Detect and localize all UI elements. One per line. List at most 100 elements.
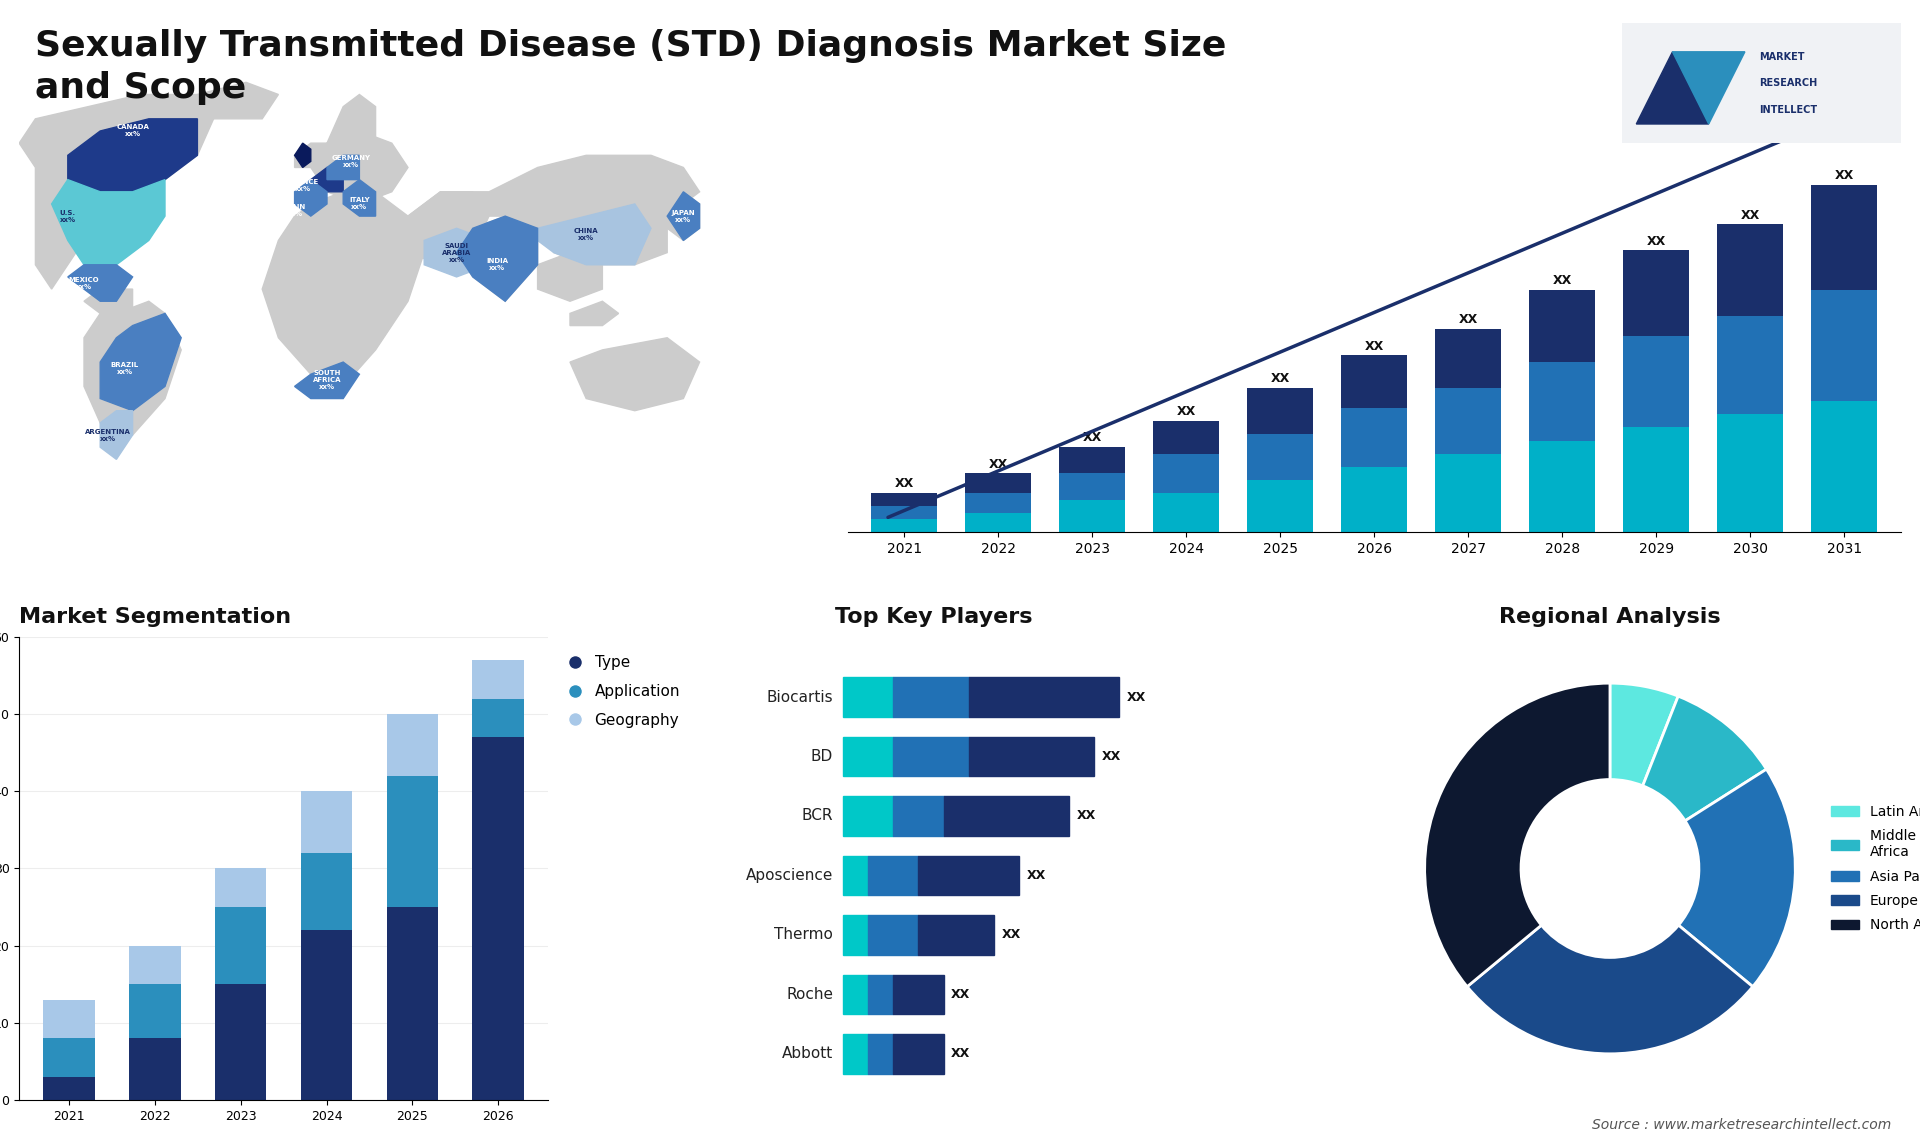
- Bar: [1718, 225, 1784, 316]
- Text: SPAIN
xx%: SPAIN xx%: [282, 204, 305, 217]
- Text: XX: XX: [1836, 170, 1855, 182]
- Bar: [966, 473, 1031, 493]
- Polygon shape: [1636, 52, 1709, 124]
- Polygon shape: [424, 228, 490, 277]
- Text: U.K.
xx%: U.K. xx%: [278, 136, 296, 150]
- Text: XX: XX: [950, 1047, 970, 1060]
- Bar: [1154, 493, 1219, 533]
- Text: XX: XX: [1647, 235, 1667, 248]
- Polygon shape: [538, 204, 651, 265]
- Bar: [1342, 355, 1407, 408]
- Bar: [1811, 290, 1878, 401]
- Polygon shape: [666, 191, 699, 241]
- Text: Thermo: Thermo: [774, 927, 833, 942]
- Polygon shape: [294, 143, 326, 167]
- FancyBboxPatch shape: [843, 677, 893, 716]
- Wedge shape: [1678, 769, 1795, 987]
- Polygon shape: [457, 217, 538, 301]
- Bar: [386, 714, 438, 776]
- Text: Abbott: Abbott: [781, 1046, 833, 1061]
- Polygon shape: [263, 191, 424, 386]
- FancyBboxPatch shape: [843, 737, 893, 776]
- Polygon shape: [344, 180, 376, 217]
- FancyBboxPatch shape: [1622, 23, 1901, 143]
- Bar: [1624, 251, 1690, 336]
- Bar: [1530, 362, 1596, 440]
- Polygon shape: [19, 94, 213, 289]
- Text: XX: XX: [950, 988, 970, 1000]
- FancyBboxPatch shape: [868, 1034, 893, 1074]
- Text: XX: XX: [1271, 372, 1290, 385]
- Bar: [966, 512, 1031, 533]
- Text: CHINA
xx%: CHINA xx%: [574, 228, 599, 241]
- Wedge shape: [1467, 925, 1753, 1054]
- Polygon shape: [52, 180, 165, 265]
- Polygon shape: [1672, 52, 1745, 124]
- FancyBboxPatch shape: [943, 796, 1069, 835]
- Polygon shape: [326, 94, 376, 156]
- Text: SOUTH
AFRICA
xx%: SOUTH AFRICA xx%: [313, 370, 342, 391]
- Wedge shape: [1611, 683, 1678, 786]
- Bar: [44, 999, 94, 1038]
- Text: XX: XX: [1177, 406, 1196, 418]
- Text: Biocartis: Biocartis: [766, 690, 833, 705]
- Text: GERMANY
xx%: GERMANY xx%: [332, 155, 371, 167]
- Polygon shape: [294, 362, 359, 399]
- Bar: [872, 507, 937, 519]
- Text: XX: XX: [1365, 339, 1384, 353]
- Text: CANADA
xx%: CANADA xx%: [117, 125, 150, 138]
- FancyBboxPatch shape: [970, 677, 1119, 716]
- FancyBboxPatch shape: [843, 1034, 868, 1074]
- Bar: [1154, 421, 1219, 454]
- Text: MARKET: MARKET: [1759, 52, 1805, 62]
- Text: XX: XX: [1102, 749, 1121, 763]
- Bar: [129, 945, 180, 984]
- Title: Regional Analysis: Regional Analysis: [1500, 607, 1720, 627]
- Text: XX: XX: [1741, 209, 1761, 221]
- FancyBboxPatch shape: [843, 796, 893, 835]
- Bar: [1342, 466, 1407, 533]
- Text: ITALY
xx%: ITALY xx%: [349, 197, 371, 211]
- Bar: [301, 853, 351, 931]
- Bar: [215, 908, 267, 984]
- Bar: [872, 493, 937, 507]
- Bar: [1154, 454, 1219, 493]
- Polygon shape: [67, 119, 198, 191]
- FancyBboxPatch shape: [868, 916, 918, 955]
- FancyBboxPatch shape: [893, 737, 970, 776]
- Text: XX: XX: [1553, 274, 1572, 288]
- FancyBboxPatch shape: [868, 975, 893, 1014]
- Bar: [1342, 408, 1407, 466]
- Text: BRAZIL
xx%: BRAZIL xx%: [111, 362, 138, 375]
- Text: XX: XX: [895, 478, 914, 490]
- Polygon shape: [666, 191, 699, 241]
- Title: Top Key Players: Top Key Players: [835, 607, 1033, 627]
- Text: Aposcience: Aposcience: [745, 868, 833, 882]
- Polygon shape: [538, 204, 666, 265]
- Bar: [44, 1077, 94, 1100]
- Bar: [1248, 480, 1313, 533]
- Bar: [1624, 427, 1690, 533]
- Polygon shape: [457, 217, 538, 301]
- Bar: [472, 737, 524, 1100]
- Bar: [472, 660, 524, 699]
- Text: MEXICO
xx%: MEXICO xx%: [69, 276, 100, 290]
- Polygon shape: [570, 301, 618, 325]
- Bar: [215, 984, 267, 1100]
- Text: XX: XX: [1002, 928, 1021, 941]
- Bar: [1530, 290, 1596, 362]
- Text: INTELLECT: INTELLECT: [1759, 104, 1816, 115]
- Bar: [872, 519, 937, 533]
- Bar: [472, 699, 524, 737]
- Text: XX: XX: [1459, 314, 1478, 327]
- Polygon shape: [294, 180, 326, 217]
- FancyBboxPatch shape: [918, 856, 1020, 895]
- Bar: [44, 1038, 94, 1077]
- FancyBboxPatch shape: [893, 677, 970, 716]
- Text: XX: XX: [1083, 432, 1102, 445]
- FancyBboxPatch shape: [843, 975, 868, 1014]
- Text: JAPAN
xx%: JAPAN xx%: [672, 210, 695, 222]
- FancyBboxPatch shape: [868, 856, 918, 895]
- Polygon shape: [570, 338, 699, 410]
- Legend: Type, Application, Geography: Type, Application, Geography: [561, 649, 685, 733]
